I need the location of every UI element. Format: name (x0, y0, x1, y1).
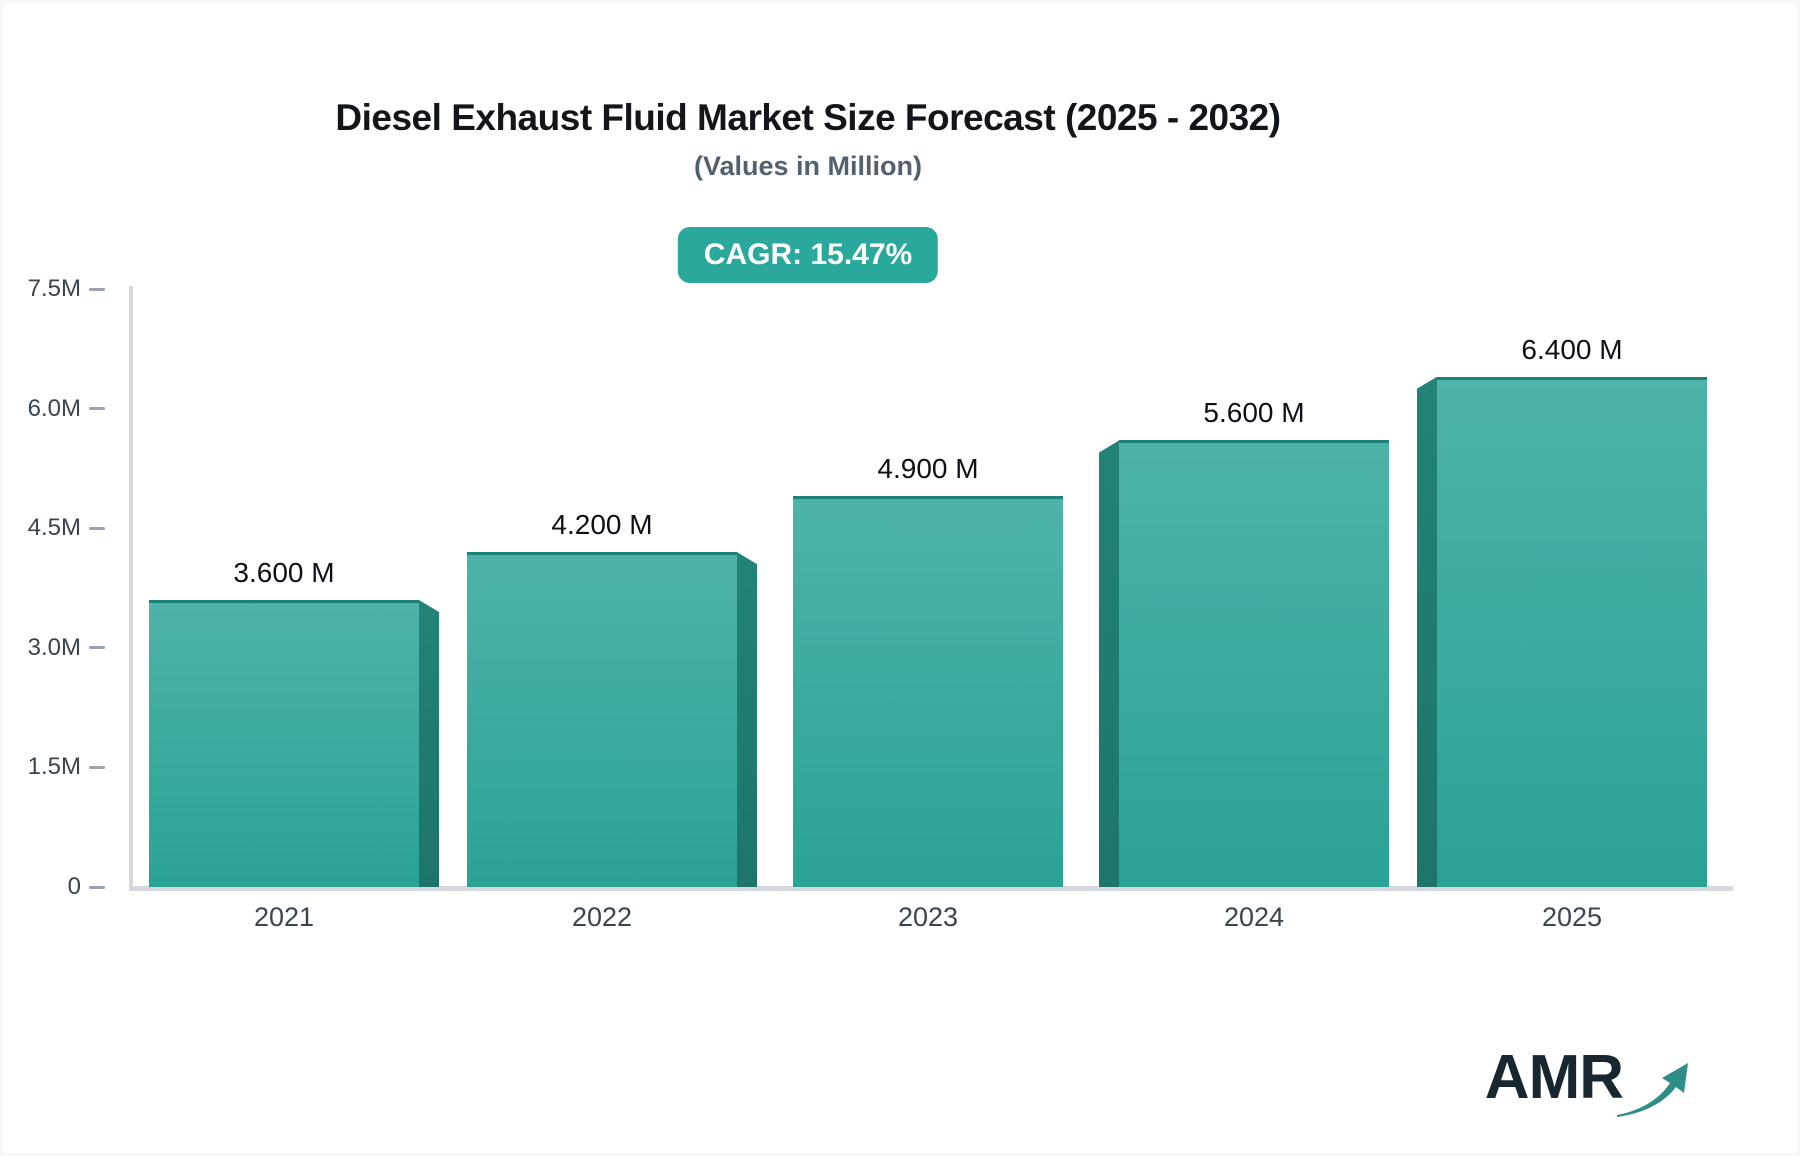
y-tick-label: 7.5M (27, 275, 81, 302)
bar-side-panel (419, 599, 439, 887)
y-tick-mark (89, 646, 105, 650)
y-tick-mark (89, 526, 105, 530)
y-tick-label: 3.0M (27, 633, 81, 661)
bar-value-label: 4.200 M (551, 509, 653, 541)
x-axis-label: 2025 (1541, 902, 1603, 932)
chart-subtitle: (Values in Million) (693, 151, 923, 181)
y-tick-mark (89, 287, 105, 291)
x-axis-label: 2022 (571, 902, 633, 932)
bar-2021 (149, 599, 419, 887)
bar-value-label: 5.600 M (1203, 397, 1305, 429)
x-axis-label: 2021 (253, 902, 315, 932)
bar-side-panel (1417, 376, 1437, 887)
x-axis-baseline (129, 886, 1733, 891)
growth-arrow-icon (1617, 1063, 1688, 1117)
bar-2024 (1119, 440, 1389, 887)
amr-logo: AMR (1484, 1043, 1693, 1117)
y-tick-mark (89, 765, 105, 769)
bar-2023 (793, 496, 1063, 887)
bar-value-label: 3.600 M (233, 556, 335, 588)
chart-title: Diesel Exhaust Fluid Market Size Forecas… (335, 97, 1281, 138)
bar-side-panel (1099, 440, 1119, 887)
y-tick-mark (89, 407, 105, 411)
y-tick-label: 1.5M (27, 753, 81, 781)
cagr-badge: CAGR: 15.47% (677, 227, 939, 283)
bar-value-label: 4.900 M (877, 453, 979, 485)
y-axis-line (129, 286, 133, 891)
bar-value-label: 6.400 M (1521, 333, 1623, 365)
bar-2025 (1437, 376, 1707, 887)
y-tick-mark (89, 885, 105, 889)
x-axis-label: 2023 (897, 902, 959, 932)
x-axis-label: 2024 (1223, 902, 1285, 932)
y-tick-label: 4.5M (27, 514, 81, 542)
bar-2022 (467, 552, 737, 887)
y-tick-label: 0 (67, 873, 81, 900)
y-tick-label: 6.0M (27, 394, 81, 422)
bar-side-panel (737, 552, 757, 887)
amr-logo-text: AMR (1484, 1043, 1624, 1112)
